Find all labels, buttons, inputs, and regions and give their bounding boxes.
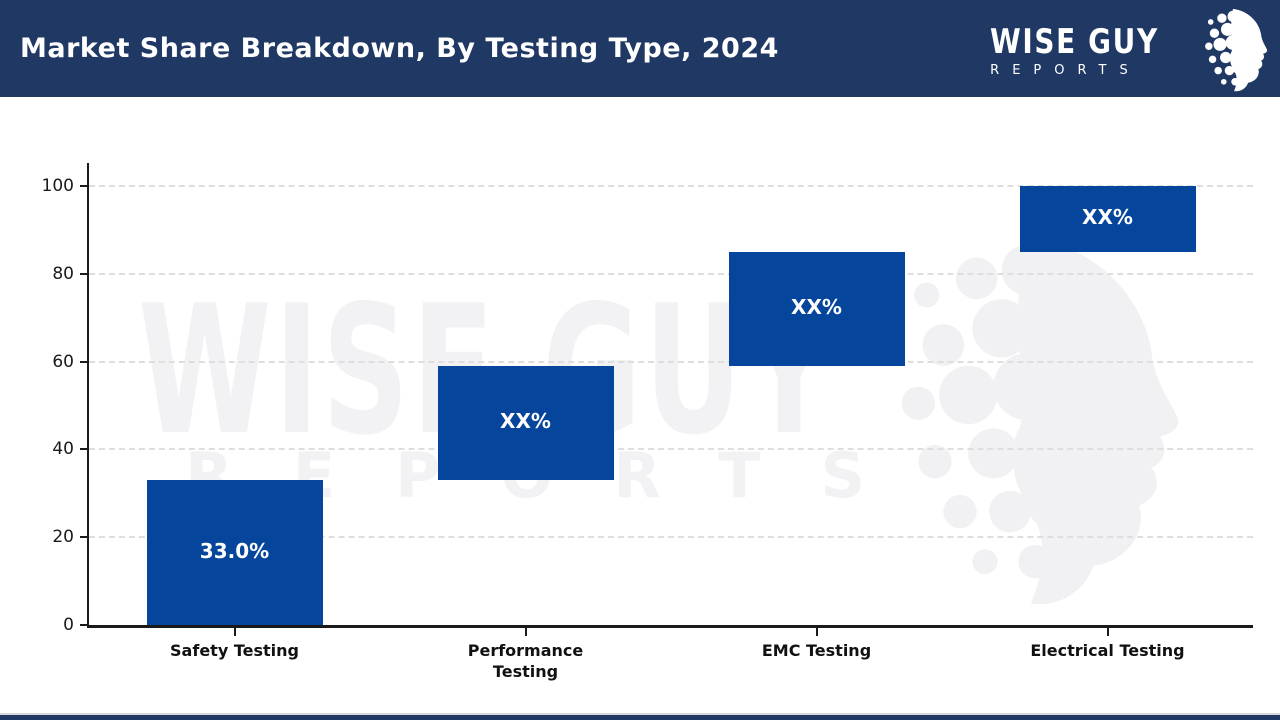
category-label-emc-testing: EMC Testing xyxy=(687,640,947,661)
brand-face-icon xyxy=(1205,8,1268,92)
y-tick-label-60: 60 xyxy=(52,351,74,372)
footer-bar xyxy=(0,713,1280,720)
category-label-electrical-testing: Electrical Testing xyxy=(978,640,1238,661)
y-tick-80 xyxy=(80,272,87,275)
y-tick-60 xyxy=(80,360,87,363)
y-tick-label-20: 20 xyxy=(52,527,74,548)
category-label-line: EMC Testing xyxy=(761,641,872,660)
gridline-100 xyxy=(89,185,1253,187)
category-label-line: Safety Testing xyxy=(170,641,299,660)
bar-value-label-performance-testing: XX% xyxy=(500,409,551,434)
x-tick-electrical-testing xyxy=(1106,628,1109,636)
x-tick-safety-testing xyxy=(233,628,236,636)
y-tick-label-80: 80 xyxy=(52,263,74,284)
brand-name: WISE GUY xyxy=(990,22,1159,62)
brand-logo-text: WISE GUY REPORTS xyxy=(990,22,1196,78)
category-label-line: Electrical Testing xyxy=(1030,641,1185,660)
y-tick-40 xyxy=(80,448,87,451)
category-label-line: Testing xyxy=(492,662,559,681)
bar-value-label-safety-testing: 33.0% xyxy=(199,538,270,563)
gridline-40 xyxy=(89,448,1253,451)
bar-performance-testing xyxy=(437,365,614,481)
category-label-line: Performance xyxy=(467,641,584,660)
y-tick-label-100: 100 xyxy=(41,176,74,196)
bar-safety-testing xyxy=(146,480,323,625)
gridline-80 xyxy=(89,272,1253,275)
x-axis-spine xyxy=(87,625,1253,628)
y-tick-label-40: 40 xyxy=(52,439,74,460)
brand-subname: REPORTS xyxy=(990,63,1141,78)
y-tick-20 xyxy=(80,536,87,539)
brand-logo: WISE GUY REPORTS xyxy=(990,6,1272,94)
x-tick-emc-testing xyxy=(815,628,818,636)
gridline-20 xyxy=(89,536,1253,539)
bar-value-label-emc-testing: XX% xyxy=(791,294,842,319)
header-bar: Market Share Breakdown, By Testing Type,… xyxy=(0,0,1280,97)
x-tick-performance-testing xyxy=(524,628,527,636)
bar-emc-testing xyxy=(728,251,905,366)
y-tick-100 xyxy=(80,185,87,187)
y-tick-label-0: 0 xyxy=(63,615,74,635)
category-label-performance-testing: Performance Testing xyxy=(396,640,656,682)
y-axis-spine xyxy=(87,163,89,627)
chart-title: Market Share Breakdown, By Testing Type,… xyxy=(20,33,779,64)
gridline-60 xyxy=(89,360,1253,363)
plot-area: 0 20 40 60 80 100 33.0% Safety Testing XX% Perfor… xyxy=(42,163,1253,681)
category-label-safety-testing: Safety Testing xyxy=(105,640,365,661)
bar-value-label-electrical-testing: XX% xyxy=(1082,204,1133,229)
y-tick-0 xyxy=(80,624,87,626)
